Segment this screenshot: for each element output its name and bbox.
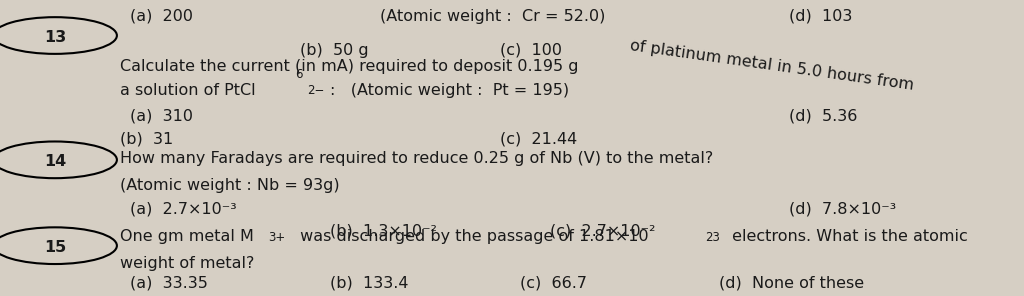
Text: (d)  7.8×10⁻³: (d) 7.8×10⁻³ xyxy=(790,201,897,216)
Text: One gm metal M: One gm metal M xyxy=(120,229,254,244)
Text: (a)  200: (a) 200 xyxy=(130,9,193,24)
Text: (c)  100: (c) 100 xyxy=(500,43,561,58)
Text: (b)  31: (b) 31 xyxy=(120,132,173,147)
Text: 2−: 2− xyxy=(307,84,325,97)
Text: (d)  5.36: (d) 5.36 xyxy=(790,108,858,123)
Text: 23: 23 xyxy=(706,231,720,244)
Text: weight of metal?: weight of metal? xyxy=(120,256,254,271)
Text: 3+: 3+ xyxy=(267,231,285,244)
Text: How many Faradays are required to reduce 0.25 g of Nb (V) to the metal?: How many Faradays are required to reduce… xyxy=(120,151,713,166)
Text: (b)  133.4: (b) 133.4 xyxy=(330,275,409,290)
Text: :   (Atomic weight :  Pt = 195): : (Atomic weight : Pt = 195) xyxy=(330,83,568,98)
Text: (d)  None of these: (d) None of these xyxy=(719,275,864,290)
Text: (a)  33.35: (a) 33.35 xyxy=(130,275,208,290)
Text: Calculate the current (in mA) required to deposit 0.195 g: Calculate the current (in mA) required t… xyxy=(120,59,579,74)
Text: (b)  50 g: (b) 50 g xyxy=(300,43,369,58)
Text: 13: 13 xyxy=(44,30,67,44)
Text: (Atomic weight : Nb = 93g): (Atomic weight : Nb = 93g) xyxy=(120,178,340,193)
Text: (c)  2.7×10⁻²: (c) 2.7×10⁻² xyxy=(550,223,655,239)
Text: (c)  66.7: (c) 66.7 xyxy=(519,275,587,290)
Text: (c)  21.44: (c) 21.44 xyxy=(500,132,577,147)
Text: (a)  2.7×10⁻³: (a) 2.7×10⁻³ xyxy=(130,201,237,216)
Text: 14: 14 xyxy=(44,154,67,169)
Text: electrons. What is the atomic: electrons. What is the atomic xyxy=(727,229,968,244)
Text: (b)  1.3×10⁻²: (b) 1.3×10⁻² xyxy=(330,223,436,239)
Text: 6: 6 xyxy=(295,68,302,81)
Text: of platinum metal in 5.0 hours from: of platinum metal in 5.0 hours from xyxy=(630,38,915,93)
Text: (d)  103: (d) 103 xyxy=(790,9,853,24)
Text: was discharged by the passage of 1.81×10: was discharged by the passage of 1.81×10 xyxy=(295,229,648,244)
Text: 15: 15 xyxy=(44,240,67,255)
Text: (Atomic weight :  Cr = 52.0): (Atomic weight : Cr = 52.0) xyxy=(380,9,605,24)
Text: (a)  310: (a) 310 xyxy=(130,108,193,123)
Text: a solution of PtCl: a solution of PtCl xyxy=(120,83,256,98)
